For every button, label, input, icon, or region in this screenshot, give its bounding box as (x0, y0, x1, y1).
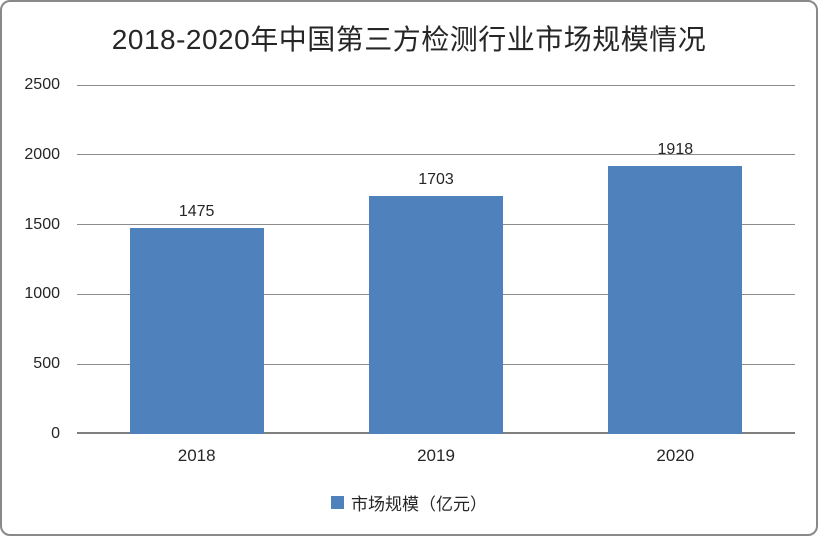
gridline (77, 154, 795, 156)
y-tick-label: 1000 (24, 285, 60, 303)
legend: 市场规模（亿元） (2, 490, 816, 515)
x-tick-label: 2018 (177, 446, 216, 465)
y-tick-label: 2500 (24, 76, 60, 93)
legend-label: 市场规模（亿元） (351, 495, 487, 514)
legend-swatch-icon (331, 496, 344, 509)
y-tick-label: 500 (33, 355, 60, 373)
bar-value-label: 1918 (657, 141, 694, 159)
y-axis-labels: 0 500 1000 1500 2000 2500 (2, 76, 60, 442)
plot-area: 1475 2018 1703 2019 1918 2020 (77, 84, 795, 465)
x-tick-label: 2019 (417, 446, 455, 465)
bar-2019 (369, 196, 503, 434)
bar-2018 (129, 228, 264, 434)
chart-title: 2018-2020年中国第三方检测行业市场规模情况 (111, 24, 707, 55)
bar-2020 (608, 166, 743, 434)
bar-value-label: 1475 (178, 203, 215, 221)
y-tick-label: 1500 (24, 215, 60, 233)
gridline (77, 84, 795, 86)
x-tick-label: 2020 (656, 446, 695, 465)
y-tick-label: 0 (51, 425, 60, 442)
bar-value-label: 1703 (418, 171, 454, 189)
y-tick-label: 2000 (24, 145, 60, 163)
